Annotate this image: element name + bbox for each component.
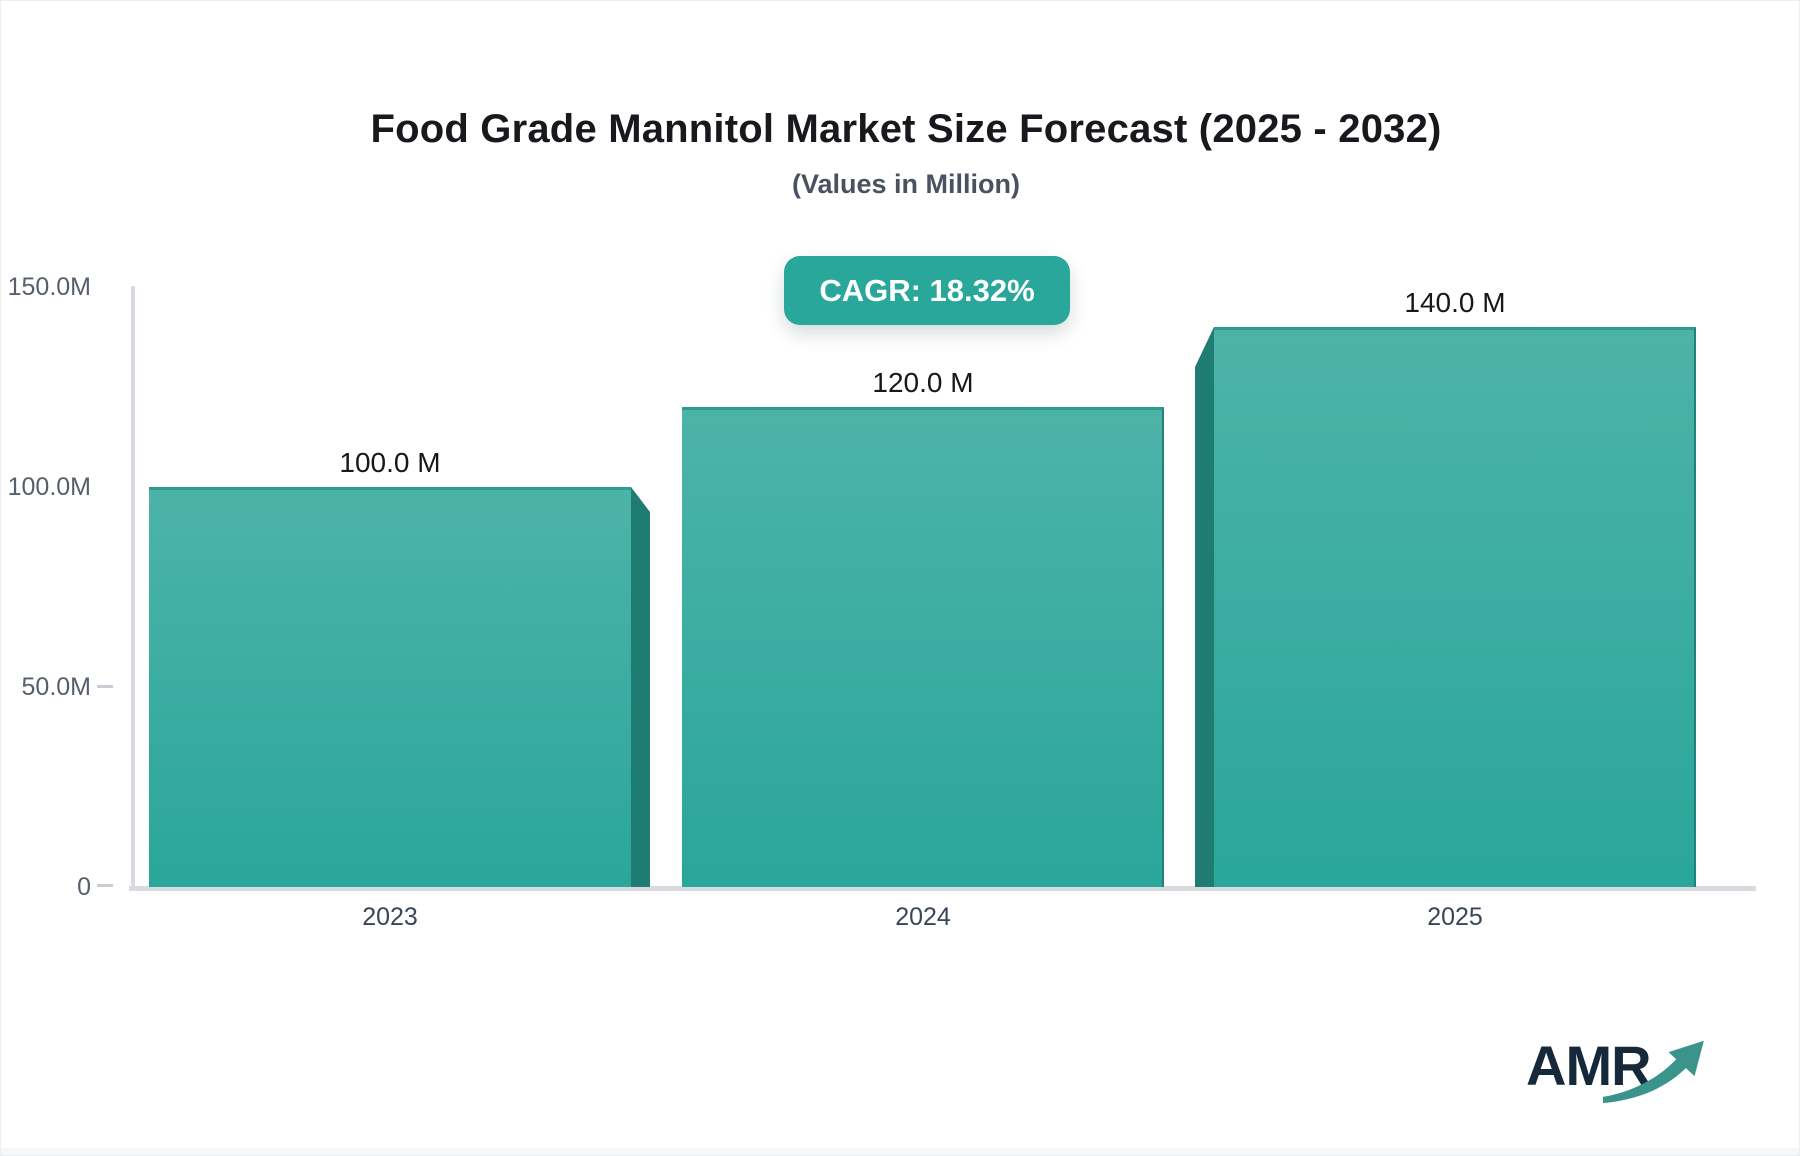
y-tick-mark [97, 685, 113, 688]
amr-logo-text: AMR [1526, 1034, 1652, 1097]
bar-face [1214, 327, 1696, 887]
bar-face [682, 407, 1164, 887]
bar-2023: 100.0 M [149, 447, 650, 887]
growth-arrow-icon [1603, 1040, 1704, 1104]
y-tick-label: 100.0M [7, 473, 91, 501]
chart-subtitle: (Values in Million) [791, 169, 1021, 199]
y-tick-label: 50.0M [21, 673, 91, 701]
y-tick-label: 150.0M [7, 273, 91, 301]
bar-face [149, 487, 631, 887]
cagr-badge: CAGR: 18.32% [784, 256, 1070, 325]
page-title: Food Grade Mannitol Market Size Forecast… [370, 107, 1442, 151]
page-bottom-strip [1, 1148, 1799, 1155]
x-tick-label: 2025 [1427, 903, 1483, 931]
bar-2025: 140.0 M [1195, 287, 1696, 887]
bar-2024: 120.0 M [682, 367, 1164, 887]
y-axis-line [131, 286, 135, 887]
y-tick-mark [97, 884, 113, 887]
bar-3d-side-face [631, 487, 650, 887]
bar-value-label: 140.0 M [1404, 287, 1506, 318]
bar-value-label: 120.0 M [872, 367, 974, 398]
plot-area: 150.0M 100.0M 50.0M 0 100.0 M 120.0 M 14… [8, 251, 1761, 931]
amr-logo: AMR [1526, 1035, 1711, 1115]
x-tick-label: 2024 [895, 903, 951, 931]
x-axis-line [129, 886, 1756, 891]
y-tick-label: 0 [77, 873, 91, 901]
bar-value-label: 100.0 M [339, 447, 441, 478]
x-tick-label: 2023 [362, 903, 418, 931]
bar-3d-side-face [1195, 327, 1214, 887]
